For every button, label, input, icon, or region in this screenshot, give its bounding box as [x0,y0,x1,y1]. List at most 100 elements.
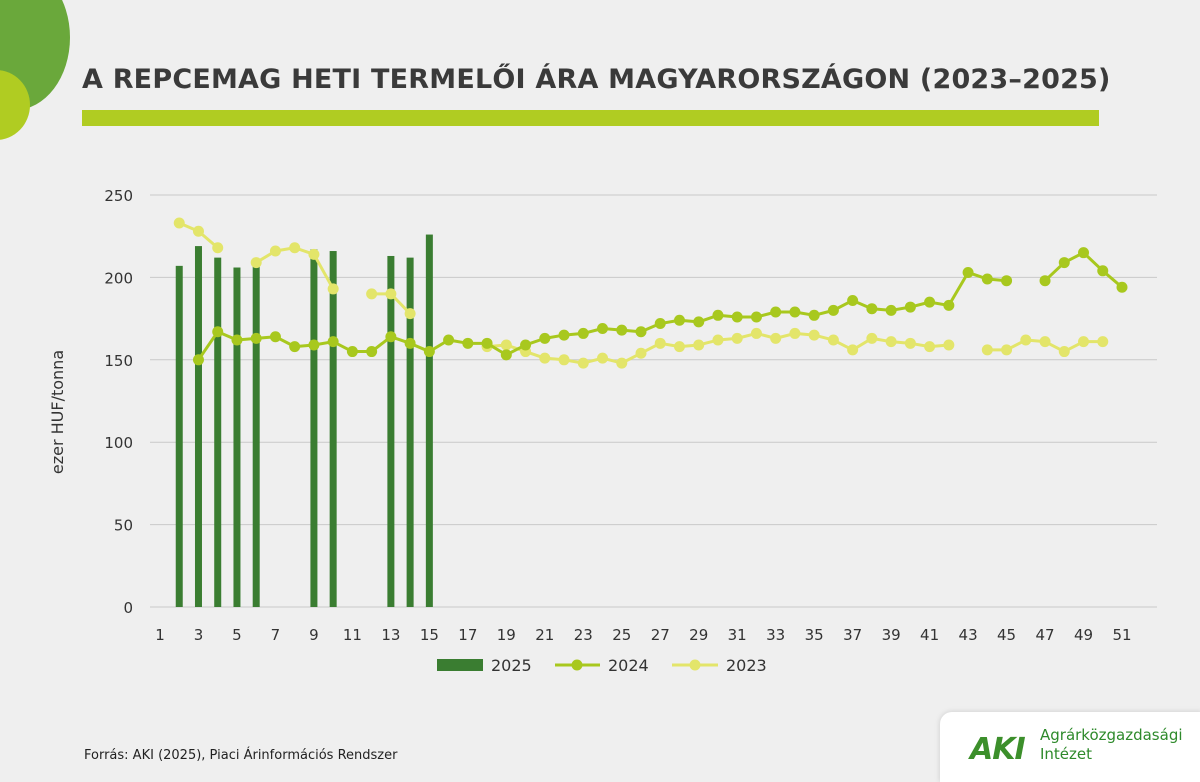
point-2024-week-37 [847,294,859,306]
legend-2025-label: 2025 [491,656,532,675]
point-2023-week-7 [269,245,281,257]
point-2024-week-39 [885,304,897,316]
y-tick-label: 200 [104,269,133,287]
point-2023-week-24 [597,352,609,364]
point-2023-week-25 [616,357,628,369]
point-2024-week-42 [943,299,955,311]
y-tick-label: 100 [104,434,133,452]
point-2024-week-24 [597,322,609,334]
bar-2025-week-13 [387,255,395,607]
point-2024-week-51 [1116,281,1128,293]
point-2023-week-27 [654,337,666,349]
point-2023-week-38 [866,332,878,344]
point-2024-week-25 [616,324,628,336]
x-tick-label: 51 [1112,626,1131,644]
point-2023-week-22 [558,354,570,366]
x-tick-label: 1 [155,626,165,644]
point-2024-week-10 [327,336,339,348]
aki-logo-mark: AKI [970,732,1026,767]
point-2024-week-6 [250,332,262,344]
x-tick-label: 35 [805,626,824,644]
point-2024-week-40 [904,301,916,313]
bar-2025-week-4 [214,257,222,607]
point-2024-week-35 [808,309,820,321]
point-2024-week-5 [231,334,243,346]
point-2024-week-23 [577,327,589,339]
point-2023-week-46 [1020,334,1032,346]
point-2024-week-28 [673,314,685,326]
point-2024-week-29 [693,316,705,328]
x-tick-label: 3 [194,626,204,644]
point-2024-week-9 [308,339,320,351]
point-2023-week-44 [981,344,993,356]
y-tick-label: 150 [104,352,133,370]
point-2024-week-20 [520,339,532,351]
point-2024-week-31 [731,311,743,323]
point-2023-week-31 [731,332,743,344]
point-2024-week-43 [962,266,974,278]
point-2024-week-19 [500,349,512,361]
point-2024-week-15 [423,346,435,358]
legend-2024-marker [571,659,583,671]
x-tick-label: 23 [574,626,593,644]
point-2023-week-19 [500,339,512,351]
point-2024-week-33 [770,306,782,318]
x-tick-label: 21 [535,626,554,644]
x-tick-label: 31 [728,626,747,644]
point-2024-week-38 [866,303,878,315]
point-2023-week-48 [1058,346,1070,358]
point-2023-week-8 [289,242,301,254]
point-2024-week-34 [789,306,801,318]
bar-2025-week-14 [406,257,414,607]
bar-2025-week-10 [329,251,337,608]
point-2024-week-41 [924,296,936,308]
x-tick-label: 37 [843,626,862,644]
point-2023-week-28 [673,341,685,353]
legend-2023-label: 2023 [726,656,767,675]
aki-logo-line1: Agrárközgazdasági [1040,726,1183,744]
point-2024-week-18 [481,337,493,349]
point-2023-week-41 [924,341,936,353]
x-tick-label: 27 [651,626,670,644]
point-2023-week-34 [789,327,801,339]
point-2024-week-4 [212,326,224,338]
point-2023-week-29 [693,339,705,351]
x-tick-label: 33 [766,626,785,644]
bar-2025-week-15 [425,234,433,607]
legend-2023-marker [689,659,701,671]
bar-2025-week-3 [194,246,202,607]
x-tick-label: 43 [959,626,978,644]
bar-2025-week-2 [175,265,183,607]
line-2023-segment [255,246,335,290]
point-2023-week-3 [192,225,204,237]
bar-2025-week-5 [233,267,241,607]
x-tick-label: 7 [271,626,281,644]
bar-2025-week-9 [310,249,318,607]
point-2024-week-48 [1058,257,1070,269]
chart-title: A REPCEMAG HETI TERMELŐI ÁRA MAGYARORSZÁ… [82,64,1111,95]
point-2024-week-26 [635,326,647,338]
point-2024-week-50 [1097,265,1109,277]
point-2023-week-45 [1001,344,1013,356]
x-tick-label: 5 [232,626,242,644]
y-tick-label: 0 [123,599,133,617]
x-tick-label: 19 [497,626,516,644]
point-2023-week-14 [404,308,416,320]
point-2023-week-10 [327,283,339,295]
x-tick-label: 41 [920,626,939,644]
point-2024-week-8 [289,341,301,353]
point-2023-week-26 [635,347,647,359]
point-2023-week-9 [308,248,320,260]
point-2023-week-50 [1097,336,1109,348]
aki-logo-text: Agrárközgazdasági Intézet [1040,726,1183,764]
point-2024-week-47 [1039,275,1051,287]
point-2024-week-36 [827,304,839,316]
point-2024-week-3 [192,354,204,366]
source-note: Forrás: AKI (2025), Piaci Árinformációs … [84,748,398,763]
title-underline-bar [82,110,1099,126]
point-2023-week-40 [904,337,916,349]
point-2024-week-11 [346,346,358,358]
point-2023-week-35 [808,329,820,341]
point-2024-week-49 [1078,247,1090,259]
